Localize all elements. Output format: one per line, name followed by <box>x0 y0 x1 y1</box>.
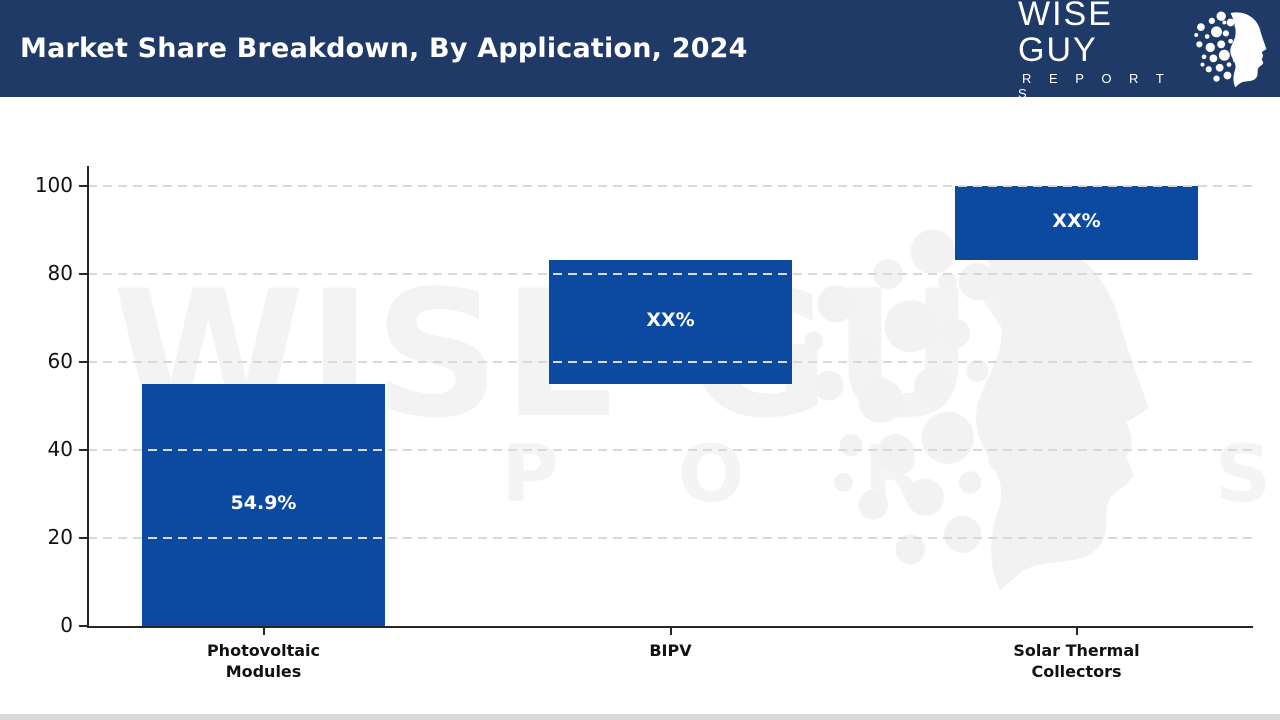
logo-text: WISE GUY R E P O R T S <box>1018 0 1188 101</box>
logo-face-icon <box>1190 7 1268 91</box>
gridline-60 <box>88 361 1252 363</box>
y-tick-label-80: 80 <box>47 261 73 285</box>
y-tick-label-60: 60 <box>47 349 73 373</box>
y-tick-label-20: 20 <box>47 525 73 549</box>
bar-value-label-solar-thermal-collectors: XX% <box>1052 209 1101 232</box>
bar-solar-thermal-collectors <box>955 186 1198 260</box>
y-tick-20 <box>79 537 88 539</box>
gridline-20 <box>88 537 1252 539</box>
bar-photovoltaic-modules <box>142 384 385 626</box>
y-tick-label-0: 0 <box>60 613 73 637</box>
gridline-40 <box>88 449 1252 451</box>
logo-wordmark: WISE GUY <box>1018 0 1113 69</box>
bar-value-label-bipv: XX% <box>646 309 695 332</box>
y-tick-label-100: 100 <box>34 173 73 197</box>
logo-subtext: R E P O R T S <box>1018 70 1171 101</box>
y-tick-0 <box>79 625 88 627</box>
y-tick-label-40: 40 <box>47 437 73 461</box>
x-tick-solar-thermal-collectors <box>1075 627 1078 635</box>
y-tick-40 <box>79 449 88 451</box>
x-category-label-bipv: BIPV <box>649 641 692 660</box>
x-tick-bipv <box>669 627 672 635</box>
page-title: Market Share Breakdown, By Application, … <box>20 33 748 64</box>
gridline-100 <box>88 185 1252 187</box>
y-tick-80 <box>79 273 88 275</box>
footer-strip <box>0 714 1280 720</box>
header-bar: Market Share Breakdown, By Application, … <box>0 0 1280 101</box>
y-tick-100 <box>79 185 88 187</box>
y-axis-spine <box>87 166 89 628</box>
bar-value-label-photovoltaic-modules: 54.9% <box>230 492 297 515</box>
y-tick-60 <box>79 361 88 363</box>
wise-guy-reports-logo: WISE GUY R E P O R T S <box>1018 0 1268 101</box>
gridline-80 <box>88 273 1252 275</box>
x-category-label-photovoltaic-modules: Photovoltaic Modules <box>206 641 321 681</box>
x-tick-photovoltaic-modules <box>262 627 265 635</box>
x-category-label-solar-thermal-collectors: Solar Thermal Collectors <box>1013 641 1140 681</box>
x-axis-spine <box>87 626 1253 628</box>
bar-bipv <box>549 259 792 385</box>
